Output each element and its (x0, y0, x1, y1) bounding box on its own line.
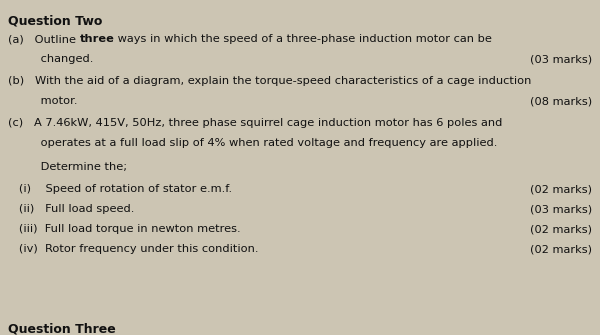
Text: ways in which the speed of a three-phase induction motor can be: ways in which the speed of a three-phase… (115, 34, 493, 44)
Text: changed.: changed. (8, 54, 94, 64)
Text: (i)    Speed of rotation of stator e.m.f.: (i) Speed of rotation of stator e.m.f. (8, 184, 232, 194)
Text: (02 marks): (02 marks) (530, 184, 592, 194)
Text: (03 marks): (03 marks) (530, 54, 592, 64)
Text: (03 marks): (03 marks) (530, 204, 592, 214)
Text: (c)   A 7.46kW, 415V, 50Hz, three phase squirrel cage induction motor has 6 pole: (c) A 7.46kW, 415V, 50Hz, three phase sq… (8, 118, 502, 128)
Text: (a)   Outline: (a) Outline (8, 34, 80, 44)
Text: three: three (80, 34, 115, 44)
Text: motor.: motor. (8, 96, 77, 106)
Text: Question Two: Question Two (8, 14, 103, 27)
Text: Question Three: Question Three (8, 322, 116, 335)
Text: (b)   With the aid of a diagram, explain the torque-speed characteristics of a c: (b) With the aid of a diagram, explain t… (8, 76, 532, 86)
Text: (iv)  Rotor frequency under this condition.: (iv) Rotor frequency under this conditio… (8, 244, 259, 254)
Text: (iii)  Full load torque in newton metres.: (iii) Full load torque in newton metres. (8, 224, 241, 234)
Text: Determine the;: Determine the; (8, 162, 127, 172)
Text: operates at a full load slip of 4% when rated voltage and frequency are applied.: operates at a full load slip of 4% when … (8, 138, 497, 148)
Text: (08 marks): (08 marks) (530, 96, 592, 106)
Text: (02 marks): (02 marks) (530, 224, 592, 234)
Text: (02 marks): (02 marks) (530, 244, 592, 254)
Text: (ii)   Full load speed.: (ii) Full load speed. (8, 204, 134, 214)
